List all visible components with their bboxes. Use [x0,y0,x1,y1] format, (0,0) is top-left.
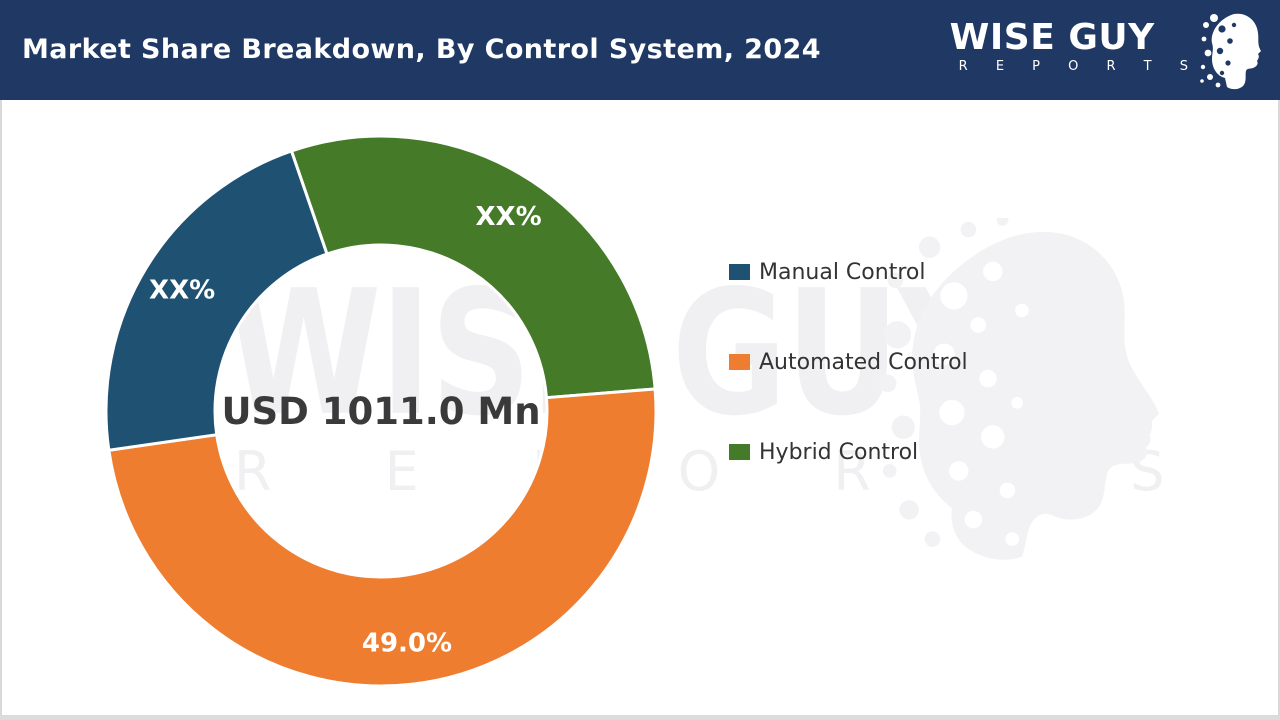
legend-label: Hybrid Control [759,439,919,465]
bottom-bar [0,715,1280,720]
donut-slices [104,134,658,688]
donut-segment-value-label: 49.0% [362,629,452,659]
legend-swatch [729,354,750,370]
right-edge-border [1278,100,1280,720]
legend-item: Automated Control [729,346,968,378]
wiseguy-logo: WISE GUY R E P O R T S [950,0,1272,100]
donut-slice-labels: XX% 49.0% XX% [149,202,542,659]
legend-label: Automated Control [759,349,968,375]
face-profile-logo-icon [1200,13,1261,90]
donut-segment [289,134,657,400]
header: Market Share Breakdown, By Control Syste… [0,0,1280,100]
legend-label: Manual Control [759,259,926,285]
legend-item: Hybrid Control [729,436,968,468]
wiseguy-logo-wordmark: WISE GUY [949,17,1155,58]
legend-swatch [729,264,750,280]
donut-segment-value-label: XX% [149,276,215,306]
legend-item: Manual Control [729,256,968,288]
donut-center-value: USD 1011.0 Mn [221,390,540,433]
legend-swatch [729,444,750,460]
left-edge-border [0,100,2,720]
legend: Manual Control Automated Control Hybrid Co… [729,256,968,526]
wiseguy-logo-text: WISE GUY R E P O R T S [949,17,1200,75]
face-profile-watermark-icon [878,218,1160,560]
donut-segment [107,387,658,688]
donut-segment [104,149,329,452]
donut-chart: XX% 49.0% XX% USD 1011.0 Mn [104,134,658,688]
wiseguy-logo-reports: R E P O R T S [958,59,1200,74]
donut-segment-value-label: XX% [476,202,542,232]
page-title: Market Share Breakdown, By Control Syste… [22,34,821,65]
